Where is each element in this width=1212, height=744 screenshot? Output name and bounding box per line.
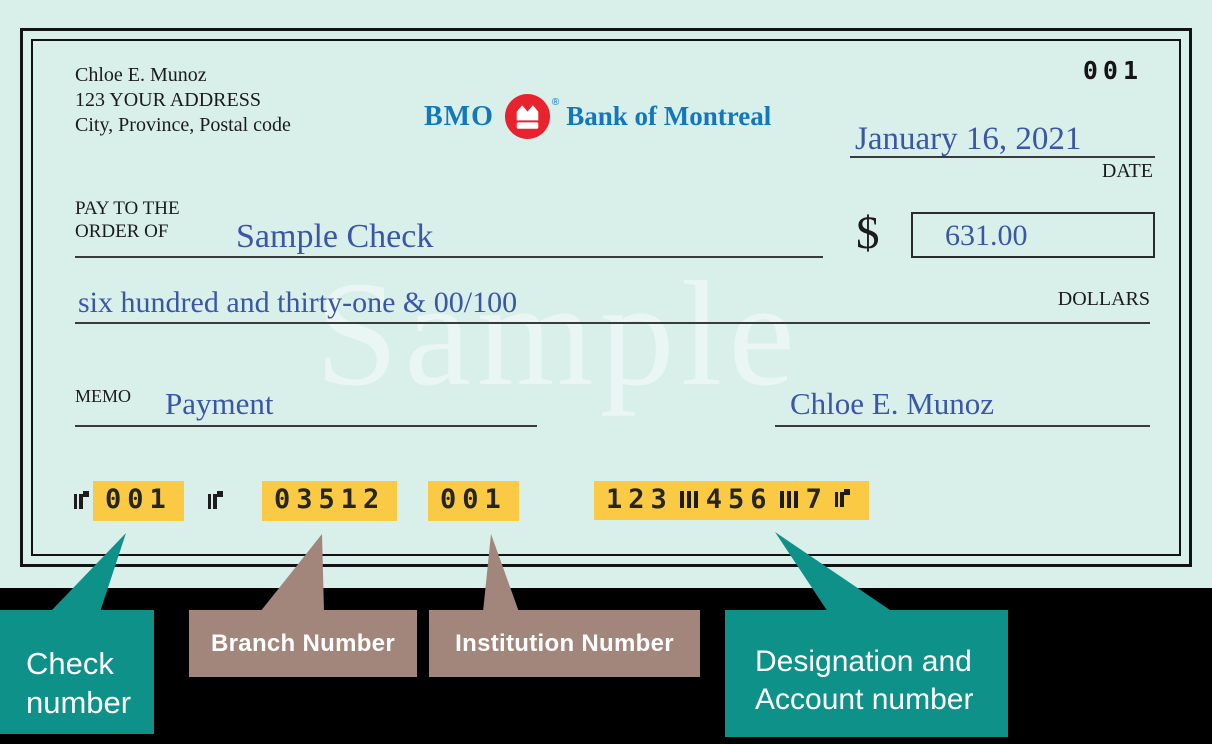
payer-name: Chloe E. Munoz	[75, 64, 207, 86]
callout-institution-number-label: Institution Number	[455, 629, 674, 657]
account-number-pointer	[775, 532, 893, 612]
callout-account-number: Designation and Account number	[725, 610, 1008, 737]
micr-onus-symbol-icon	[834, 488, 850, 511]
signature-line	[775, 425, 1150, 427]
callout-branch-number: Branch Number	[189, 610, 417, 677]
currency-symbol: $	[856, 207, 880, 259]
check-inner-border	[31, 39, 1181, 556]
micr-branch-number-highlight: 03512	[262, 481, 398, 521]
registered-mark: ®	[551, 97, 560, 108]
bmo-roundel-icon	[504, 93, 550, 140]
payer-address-line2: City, Province, Postal code	[75, 114, 291, 136]
signature: Chloe E. Munoz	[790, 386, 995, 421]
bank-logo: BMO ® Bank of Montreal	[424, 93, 771, 140]
callout-check-number-line2: number	[26, 685, 132, 720]
memo-line	[75, 425, 537, 427]
memo-value: Payment	[165, 386, 274, 421]
date-line	[850, 156, 1155, 158]
micr-account-part1: 123	[606, 484, 673, 515]
micr-account-part3: 7	[805, 484, 828, 515]
bank-name: Bank of Montreal	[566, 101, 772, 131]
payee-line	[75, 256, 823, 258]
callout-account-line1: Designation and	[755, 645, 972, 678]
memo-label: MEMO	[75, 386, 132, 406]
callout-institution-number: Institution Number	[429, 610, 700, 677]
micr-institution-number-highlight: 001	[428, 481, 519, 521]
micr-dash-symbol-icon	[679, 491, 699, 508]
amount-box	[911, 212, 1155, 258]
micr-account-part2: 456	[705, 484, 773, 515]
branch-number-pointer	[260, 534, 324, 612]
check-number-top: 001	[1082, 56, 1143, 85]
dollars-label: DOLLARS	[1057, 288, 1150, 310]
amount-words-line	[75, 322, 1150, 324]
micr-check-number-highlight: 001	[93, 481, 184, 521]
check-outer-border	[20, 28, 1192, 567]
micr-institution-number: 001	[440, 484, 507, 515]
callout-check-number: Check number	[0, 610, 154, 734]
date-value: January 16, 2021	[855, 121, 1082, 157]
sample-watermark: Sample	[315, 251, 801, 417]
callout-branch-number-label: Branch Number	[211, 629, 395, 657]
amount-value: 631.00	[945, 219, 1028, 252]
institution-number-pointer	[483, 534, 519, 612]
pay-to-label-line2: ORDER OF	[75, 221, 169, 242]
date-label: DATE	[1101, 160, 1153, 182]
callout-check-number-line1: Check	[26, 646, 114, 681]
payee-name: Sample Check	[236, 218, 434, 255]
pay-to-label-line1: PAY TO THE	[75, 198, 180, 219]
micr-dash-symbol-icon	[779, 491, 799, 508]
check-number-pointer	[50, 533, 126, 612]
payer-address-line1: 123 YOUR ADDRESS	[75, 89, 261, 111]
callout-account-line2: Account number	[755, 683, 974, 716]
micr-branch-number: 03512	[274, 484, 386, 515]
micr-onus-symbol-icon	[208, 491, 224, 513]
micr-onus-symbol-icon	[74, 491, 89, 513]
bmo-wordmark: BMO	[424, 100, 494, 132]
amount-in-words: six hundred and thirty-one & 00/100	[78, 286, 518, 319]
payer-address-block: Chloe E. Munoz 123 YOUR ADDRESS City, Pr…	[75, 63, 291, 138]
micr-check-number: 001	[105, 484, 172, 515]
micr-account-number-highlight: 123 456 7	[594, 481, 869, 520]
